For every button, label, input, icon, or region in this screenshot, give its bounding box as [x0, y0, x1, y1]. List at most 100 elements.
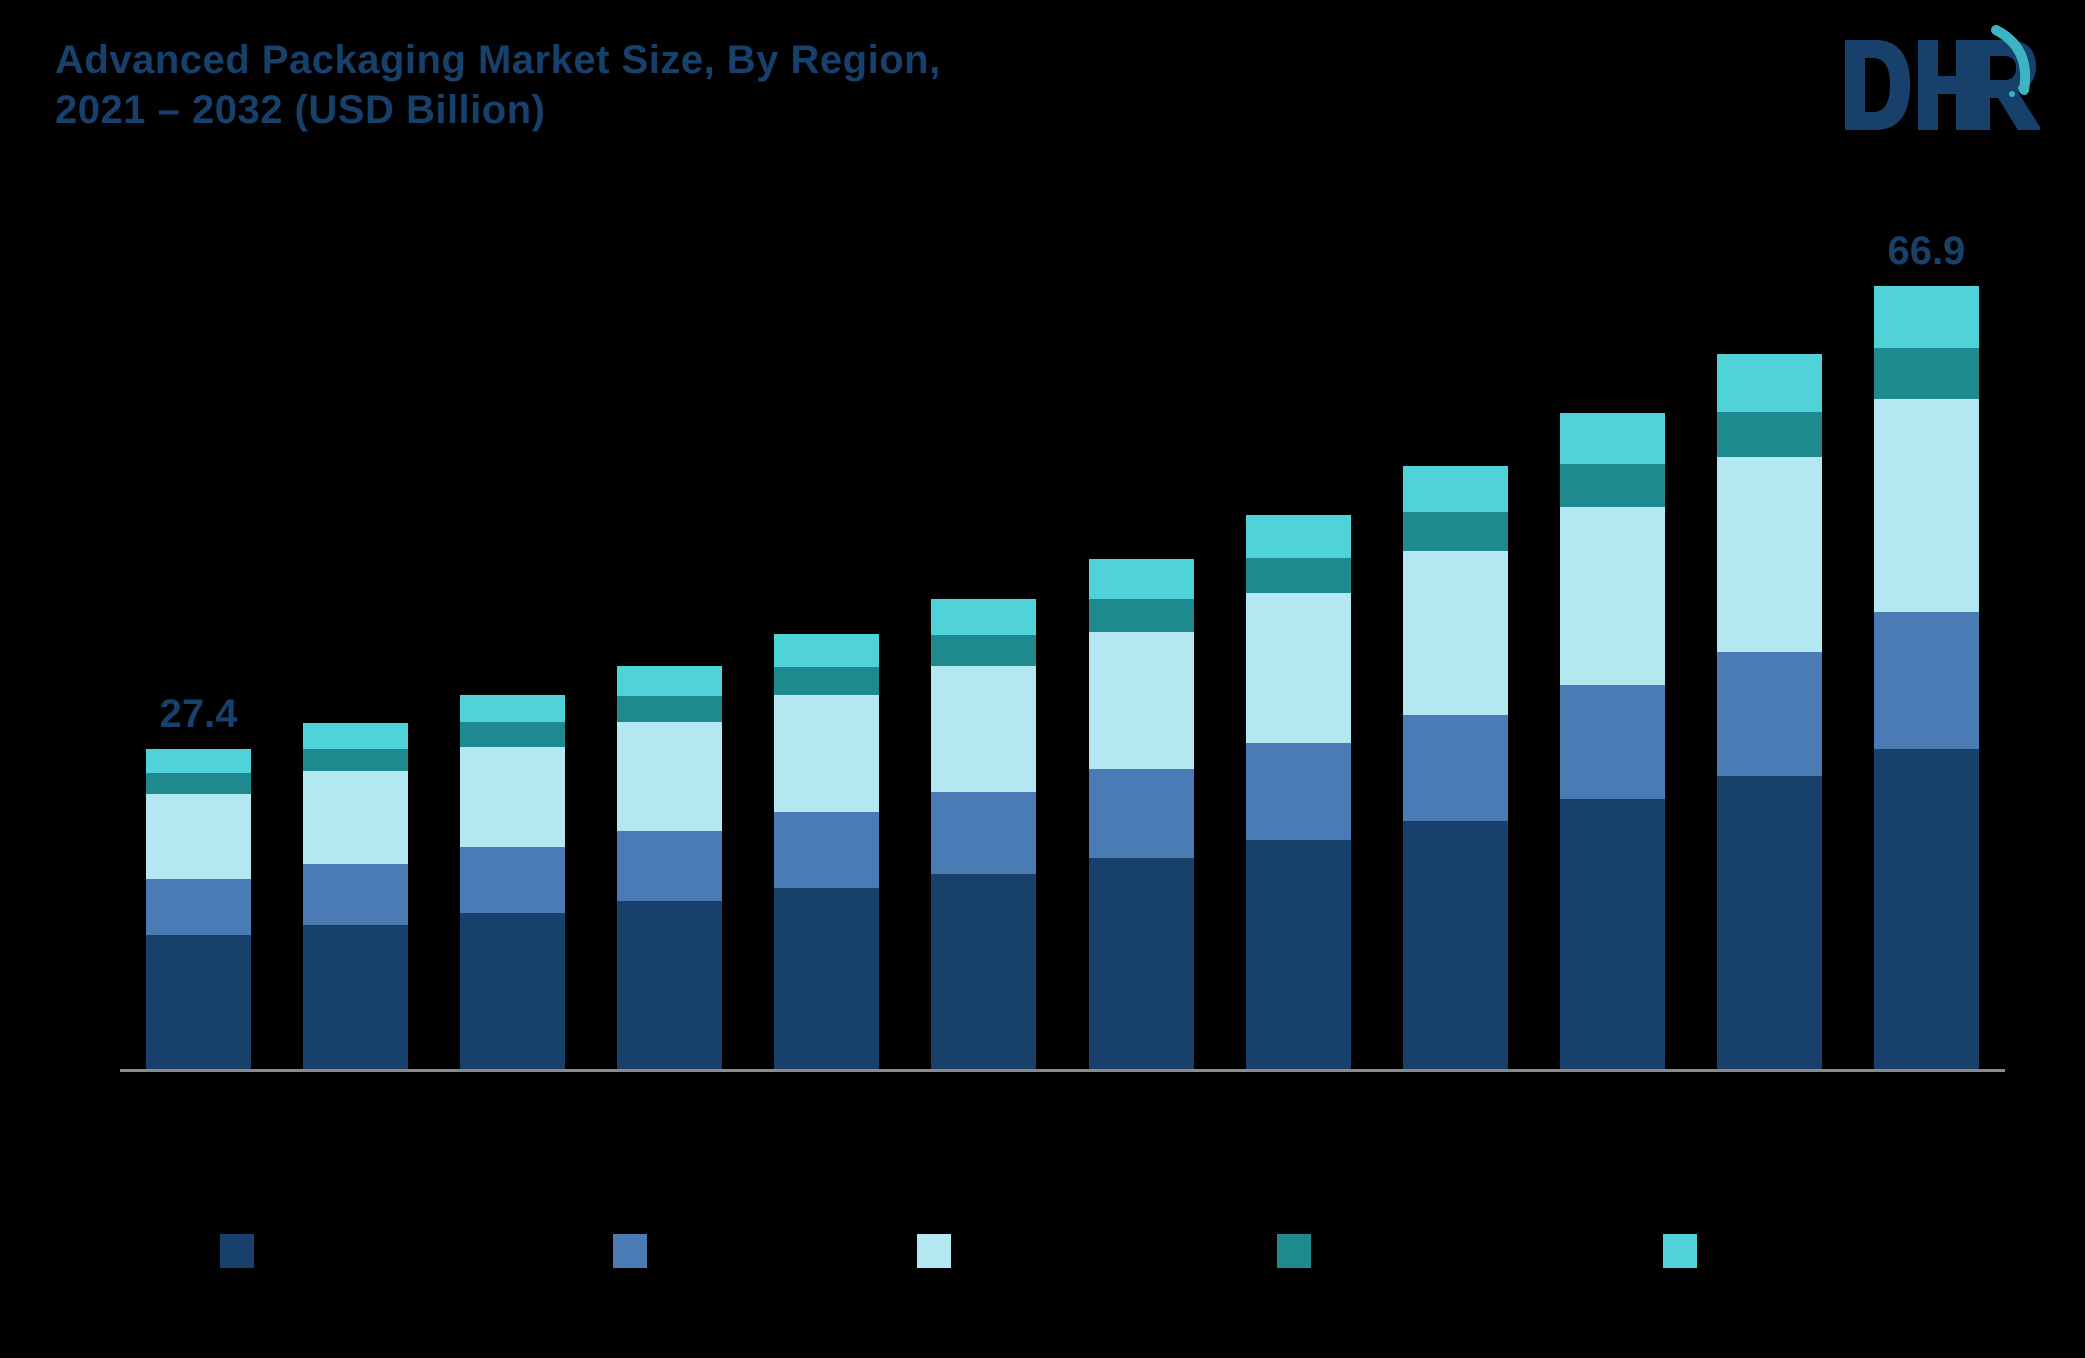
legend-swatch [1277, 1234, 1311, 1268]
bar-stack [460, 695, 565, 1070]
bar-segment [931, 874, 1036, 1070]
bar-segment [617, 696, 722, 722]
bar-slot [277, 250, 434, 1070]
legend-label: Asia Pacific [969, 1236, 1115, 1267]
bar-segment [617, 666, 722, 696]
bar-segment [1874, 612, 1979, 749]
bar-segment [1874, 399, 1979, 612]
bar-segment [931, 792, 1036, 874]
bar-segment [460, 695, 565, 722]
bar-slot [905, 250, 1062, 1070]
bar-segment [1089, 769, 1194, 858]
bar-segment [931, 666, 1036, 793]
bar-segment [303, 771, 408, 864]
bar-slot [591, 250, 748, 1070]
bar-segment [146, 749, 251, 772]
title-line-1: Advanced Packaging Market Size, By Regio… [55, 35, 941, 85]
bar-stack [146, 749, 251, 1070]
bar-segment [774, 667, 879, 695]
bar-stack [774, 634, 879, 1070]
bar-segment [1717, 652, 1822, 776]
legend-swatch [220, 1234, 254, 1268]
bar-segment [931, 599, 1036, 635]
bar-slot [434, 250, 591, 1070]
bar-segment [1246, 515, 1351, 558]
bar-segment [303, 723, 408, 749]
bar-segment [1246, 558, 1351, 593]
bar-stack [1403, 466, 1508, 1070]
bar-segment [1560, 464, 1665, 506]
bar-segment [1403, 466, 1508, 513]
bar-segment [1089, 599, 1194, 632]
bars-row: 27.4 66.9 [120, 250, 2005, 1070]
bar-slot [1377, 250, 1534, 1070]
title-line-2: 2021 – 2032 (USD Billion) [55, 85, 941, 135]
legend-item: Middle East & Africa [1663, 1234, 1965, 1268]
bar-segment [1874, 749, 1979, 1070]
dhr-logo [1840, 20, 2040, 150]
bar-segment [303, 864, 408, 925]
bar-segment [1403, 551, 1508, 715]
bar-segment [774, 695, 879, 812]
legend-label: North America [272, 1236, 450, 1267]
bar-slot [1534, 250, 1691, 1070]
bar-stack [617, 666, 722, 1070]
bar-segment [1717, 457, 1822, 651]
bar-slot: 27.4 [120, 250, 277, 1070]
bar-segment [146, 794, 251, 880]
bar-total-label: 66.9 [1887, 229, 1965, 274]
bar-segment [774, 634, 879, 667]
bar-segment [460, 722, 565, 747]
chart-container: Advanced Packaging Market Size, By Regio… [0, 0, 2085, 1358]
bar-segment [1403, 512, 1508, 551]
bar-segment [1246, 743, 1351, 840]
legend-swatch [1663, 1234, 1697, 1268]
legend-item: Latin America [1277, 1234, 1500, 1268]
bar-segment [303, 749, 408, 771]
bar-segment [1403, 821, 1508, 1071]
bar-segment [1089, 858, 1194, 1070]
legend: North America Europe Asia Pacific Latin Ame… [220, 1234, 1965, 1268]
bar-total-label: 27.4 [160, 692, 238, 737]
legend-item: Asia Pacific [917, 1234, 1115, 1268]
bar-segment [617, 722, 722, 831]
bar-segment [1246, 593, 1351, 743]
bar-segment [1089, 632, 1194, 769]
bar-stack [1089, 559, 1194, 1070]
bar-segment [1717, 776, 1822, 1070]
bar-segment [146, 773, 251, 794]
bar-segment [1717, 354, 1822, 411]
bar-slot [1691, 250, 1848, 1070]
bar-segment [617, 831, 722, 901]
bar-segment [1560, 685, 1665, 800]
bar-segment [1403, 715, 1508, 820]
bar-segment [303, 925, 408, 1070]
legend-item: Europe [613, 1234, 755, 1268]
bar-segment [617, 901, 722, 1070]
bar-stack [1717, 354, 1822, 1070]
bar-segment [1874, 286, 1979, 348]
legend-swatch [917, 1234, 951, 1268]
bar-stack [931, 599, 1036, 1070]
bar-segment [1246, 840, 1351, 1070]
bar-stack [1246, 515, 1351, 1070]
bar-stack [1560, 413, 1665, 1070]
bar-slot: 66.9 [1848, 250, 2005, 1070]
bar-segment [774, 812, 879, 888]
x-axis-line [120, 1069, 2005, 1072]
bar-segment [1717, 412, 1822, 458]
legend-label: Latin America [1329, 1236, 1500, 1267]
bar-slot [748, 250, 905, 1070]
legend-label: Middle East & Africa [1715, 1236, 1965, 1267]
legend-swatch [613, 1234, 647, 1268]
bar-segment [146, 879, 251, 935]
legend-item: North America [220, 1234, 450, 1268]
bar-segment [1560, 799, 1665, 1070]
bar-slot [1062, 250, 1219, 1070]
bar-segment [1089, 559, 1194, 599]
legend-label: Europe [665, 1236, 755, 1267]
bar-segment [1874, 348, 1979, 398]
chart-title: Advanced Packaging Market Size, By Regio… [55, 35, 941, 135]
bar-slot [1220, 250, 1377, 1070]
bar-stack [303, 723, 408, 1070]
